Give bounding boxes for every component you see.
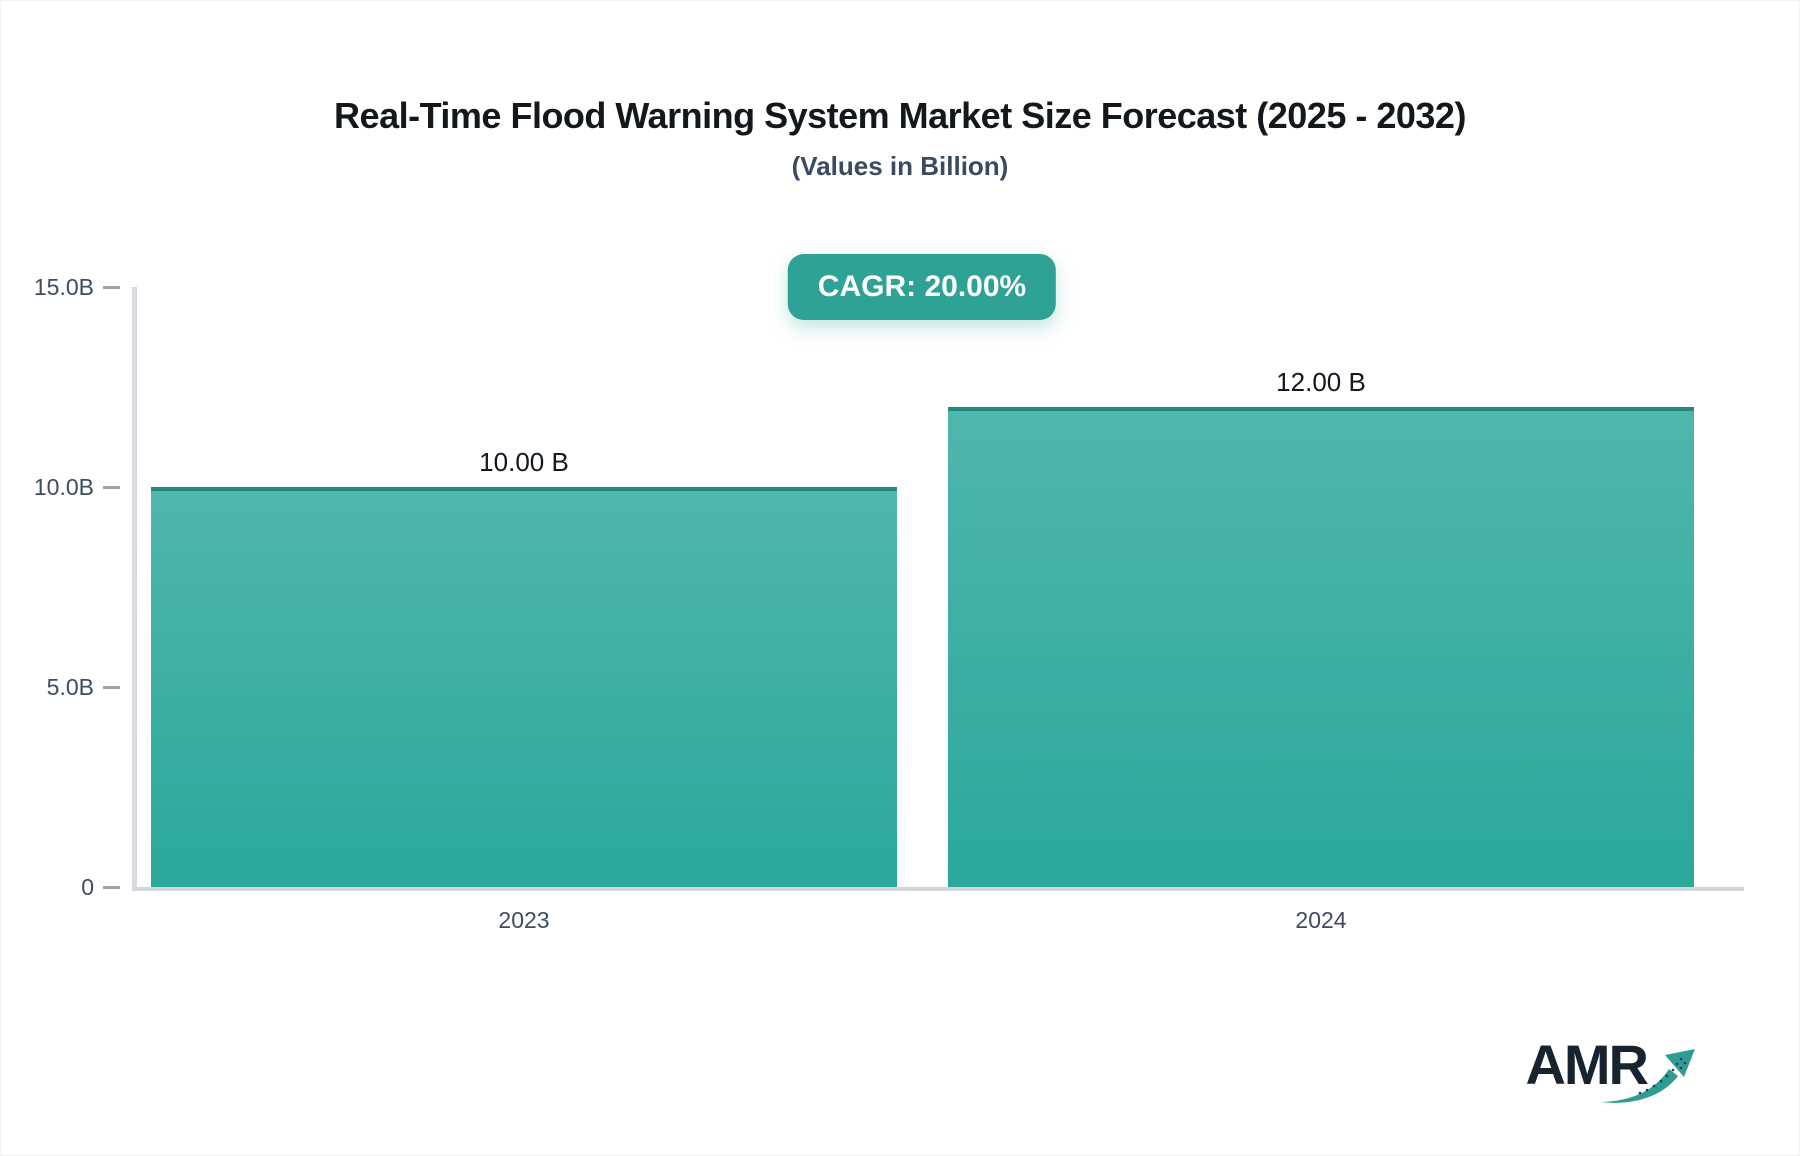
- bar-2023: [151, 487, 897, 887]
- y-axis-tick-mark: [103, 486, 120, 489]
- cagr-badge: CAGR: 20.00%: [787, 254, 1057, 320]
- chart-subtitle: (Values in Billion): [791, 151, 1009, 181]
- trend-up-arrow-icon: [1601, 1049, 1695, 1103]
- bar-value-label: 10.00 B: [479, 447, 569, 477]
- y-axis-tick-label: 0: [81, 874, 94, 900]
- bar-2024: [948, 407, 1694, 887]
- chart-title: Real-Time Flood Warning System Market Si…: [334, 95, 1466, 136]
- x-axis-label: 2024: [1295, 907, 1347, 933]
- amr-logo: AMR: [1525, 1033, 1701, 1103]
- y-axis-tick-mark: [103, 286, 120, 289]
- y-axis-tick-mark: [103, 686, 120, 689]
- y-axis-tick-mark: [103, 886, 120, 889]
- y-axis-tick-label: 10.0B: [33, 474, 94, 500]
- amr-logo-text: AMR: [1525, 1033, 1649, 1096]
- y-axis-tick-label: 15.0B: [33, 274, 94, 300]
- y-axis-line: [132, 287, 137, 889]
- bar-value-label: 12.00 B: [1276, 367, 1366, 397]
- x-axis-line: [132, 887, 1744, 891]
- x-axis-label: 2023: [498, 907, 550, 933]
- y-axis-tick-label: 5.0B: [46, 674, 94, 700]
